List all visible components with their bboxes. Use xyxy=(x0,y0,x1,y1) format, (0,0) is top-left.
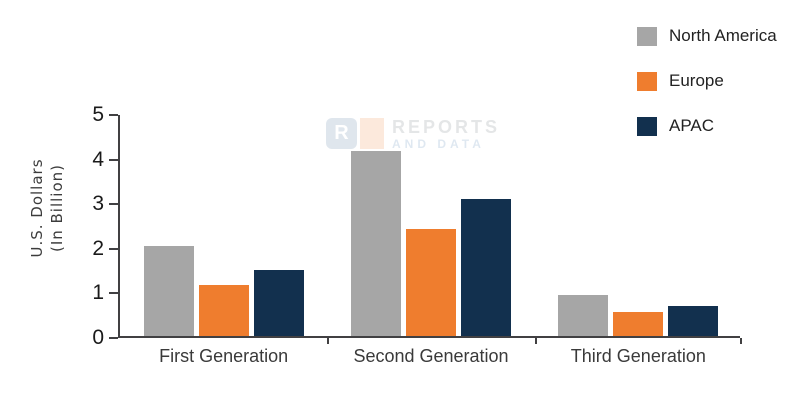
x-category-label: First Generation xyxy=(159,346,289,366)
bar-europe xyxy=(613,311,664,336)
legend-item: Europe xyxy=(637,71,777,91)
legend-label: APAC xyxy=(669,116,715,135)
plot-area: 0 1 2 3 4 5 First Generation Second Generation… xyxy=(92,103,742,366)
bar-europe xyxy=(406,228,456,336)
bar-north-america xyxy=(143,245,194,336)
legend-label: North America xyxy=(669,26,777,45)
legend-item: APAC xyxy=(637,116,777,136)
y-tick-mark xyxy=(109,203,118,206)
y-tick-mark xyxy=(109,337,118,339)
legend-swatch-icon xyxy=(637,71,657,91)
x-tick-mark xyxy=(740,338,742,344)
legend: North America Europe APAC xyxy=(637,26,777,161)
y-tick-mark xyxy=(109,114,118,116)
y-axis-title-line2: (In Billion) xyxy=(48,163,66,253)
y-axis-title-line1: U.S. Dollars xyxy=(28,158,46,258)
y-tick-label: 0 xyxy=(92,326,104,349)
bar-apac xyxy=(461,198,511,336)
y-tick-label: 2 xyxy=(92,236,104,260)
legend-swatch-icon xyxy=(637,26,657,46)
bar-apac xyxy=(253,270,304,336)
x-tick-mark xyxy=(327,338,330,344)
bar-europe xyxy=(198,284,249,336)
y-tick-mark xyxy=(109,292,118,295)
y-tick-mark xyxy=(109,158,118,161)
legend-label: Europe xyxy=(669,71,724,90)
legend-item: North America xyxy=(637,26,777,46)
legend-swatch-icon xyxy=(637,116,657,136)
x-tick-mark xyxy=(534,338,537,344)
y-tick-label: 4 xyxy=(92,147,104,171)
y-tick-label: 3 xyxy=(92,192,104,216)
x-category-label: Third Generation xyxy=(570,346,706,366)
y-tick-mark xyxy=(109,247,118,250)
bar-north-america xyxy=(558,294,609,336)
y-tick-label: 1 xyxy=(92,281,104,305)
y-axis-title: U.S. Dollars (In Billion) xyxy=(27,158,67,257)
y-tick-label: 5 xyxy=(92,103,104,126)
bar-north-america xyxy=(351,150,401,336)
bar-apac xyxy=(668,305,719,336)
x-category-label: Second Generation xyxy=(353,346,509,366)
